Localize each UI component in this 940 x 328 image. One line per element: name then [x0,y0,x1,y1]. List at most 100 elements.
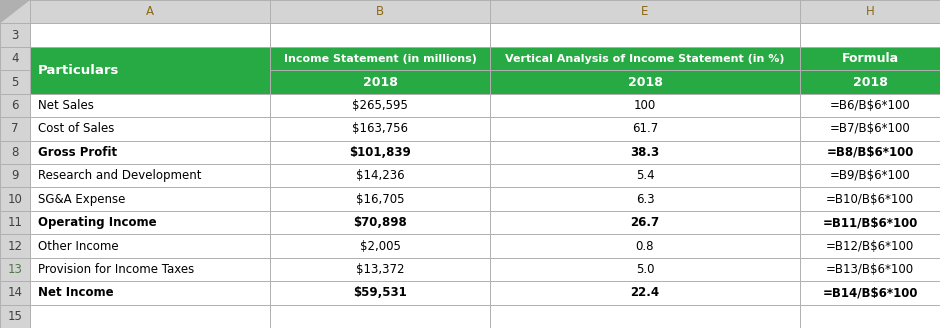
Bar [30,211,270,234]
Text: 2018: 2018 [363,75,398,89]
Bar [30,0,270,23]
Text: Cost of Sales: Cost of Sales [38,122,115,135]
Bar [490,0,800,23]
Text: 13: 13 [8,263,23,276]
Text: Net Sales: Net Sales [38,99,94,112]
Text: H: H [866,5,874,18]
Text: Formula: Formula [841,52,899,65]
Text: 2018: 2018 [853,75,887,89]
Bar [800,281,940,305]
Bar [490,164,800,187]
Text: SG&A Expense: SG&A Expense [38,193,125,206]
Bar [30,164,270,187]
Text: 5.0: 5.0 [635,263,654,276]
Text: 4: 4 [11,52,19,65]
Bar [270,281,490,305]
Bar [490,211,800,234]
Bar [800,0,940,23]
Text: Operating Income: Operating Income [38,216,157,229]
Text: Other Income: Other Income [38,239,118,253]
Bar [30,187,270,211]
Text: =B14/B$6*100: =B14/B$6*100 [822,286,917,299]
Bar [30,281,270,305]
Text: =B7/B$6*100: =B7/B$6*100 [830,122,910,135]
Bar [30,305,270,328]
Bar [30,94,270,117]
Bar [800,70,940,94]
Text: =B11/B$6*100: =B11/B$6*100 [822,216,917,229]
Bar [0,23,30,47]
Bar [270,258,490,281]
Text: 26.7: 26.7 [631,216,660,229]
Bar [270,70,490,94]
Bar [490,187,800,211]
Text: 12: 12 [8,239,23,253]
Bar [0,117,30,141]
Text: 10: 10 [8,193,23,206]
Text: 5.4: 5.4 [635,169,654,182]
Bar [490,141,800,164]
Bar [0,0,30,23]
Text: 0.8: 0.8 [635,239,654,253]
Text: 38.3: 38.3 [631,146,660,159]
Text: 61.7: 61.7 [632,122,658,135]
Text: =B8/B$6*100: =B8/B$6*100 [826,146,914,159]
Text: =B6/B$6*100: =B6/B$6*100 [830,99,910,112]
Bar [800,164,940,187]
Text: =B10/B$6*100: =B10/B$6*100 [826,193,914,206]
Bar [0,164,30,187]
Bar [30,141,270,164]
Bar [270,187,490,211]
Bar [270,0,490,23]
Bar [490,258,800,281]
Text: Vertical Analysis of Income Statement (in %): Vertical Analysis of Income Statement (i… [506,53,785,64]
Bar [490,23,800,47]
Bar [490,281,800,305]
Text: 3: 3 [11,29,19,42]
Bar [800,94,940,117]
Text: 9: 9 [11,169,19,182]
Text: Research and Development: Research and Development [38,169,201,182]
Text: =B12/B$6*100: =B12/B$6*100 [826,239,914,253]
Bar [30,47,270,94]
Text: 15: 15 [8,310,23,323]
Bar [0,187,30,211]
Text: 8: 8 [11,146,19,159]
Text: 2018: 2018 [628,75,663,89]
Text: 22.4: 22.4 [631,286,660,299]
Bar [490,117,800,141]
Bar [800,117,940,141]
Text: Particulars: Particulars [38,64,119,77]
Bar [30,117,270,141]
Text: 14: 14 [8,286,23,299]
Text: 5: 5 [11,75,19,89]
Text: =B13/B$6*100: =B13/B$6*100 [826,263,914,276]
Bar [0,70,30,94]
Text: A: A [146,5,154,18]
Text: $70,898: $70,898 [353,216,407,229]
Bar [0,305,30,328]
Text: Provision for Income Taxes: Provision for Income Taxes [38,263,195,276]
Bar [0,281,30,305]
Bar [800,234,940,258]
Bar [270,47,490,70]
Bar [270,234,490,258]
Bar [0,141,30,164]
Bar [0,94,30,117]
Text: Income Statement (in millions): Income Statement (in millions) [284,53,477,64]
Bar [0,47,30,70]
Bar [30,258,270,281]
Bar [800,47,940,70]
Bar [800,258,940,281]
Text: E: E [641,5,649,18]
Bar [490,305,800,328]
Text: 6: 6 [11,99,19,112]
Text: $59,531: $59,531 [353,286,407,299]
Polygon shape [0,0,30,23]
Bar [490,47,800,70]
Bar [30,234,270,258]
Bar [270,94,490,117]
Bar [270,164,490,187]
Text: Gross Profit: Gross Profit [38,146,118,159]
Text: =B9/B$6*100: =B9/B$6*100 [830,169,910,182]
